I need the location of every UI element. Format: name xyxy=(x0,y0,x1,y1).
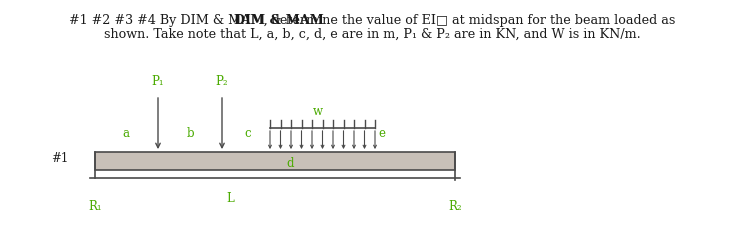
Text: P₂: P₂ xyxy=(216,75,228,88)
Text: shown. Take note that L, a, b, c, d, e are in m, P₁ & P₂ are in KN, and W is in : shown. Take note that L, a, b, c, d, e a… xyxy=(104,28,641,41)
Text: DIM & MAM: DIM & MAM xyxy=(234,14,324,27)
Text: R₁: R₁ xyxy=(88,200,102,213)
Text: w: w xyxy=(313,105,323,118)
Text: L: L xyxy=(226,192,234,205)
Text: #1: #1 xyxy=(51,151,69,165)
Text: b: b xyxy=(186,127,194,140)
Text: d: d xyxy=(286,156,294,170)
Text: e: e xyxy=(378,127,385,140)
Text: #1 #2 #3 #4 By DIM & MAM, determine the value of EI□ at midspan for the beam loa: #1 #2 #3 #4 By DIM & MAM, determine the … xyxy=(69,14,675,27)
Text: P₁: P₁ xyxy=(152,75,165,88)
Text: R₂: R₂ xyxy=(448,200,462,213)
Text: c: c xyxy=(244,127,251,140)
Text: a: a xyxy=(122,127,130,140)
Bar xyxy=(95,152,455,170)
